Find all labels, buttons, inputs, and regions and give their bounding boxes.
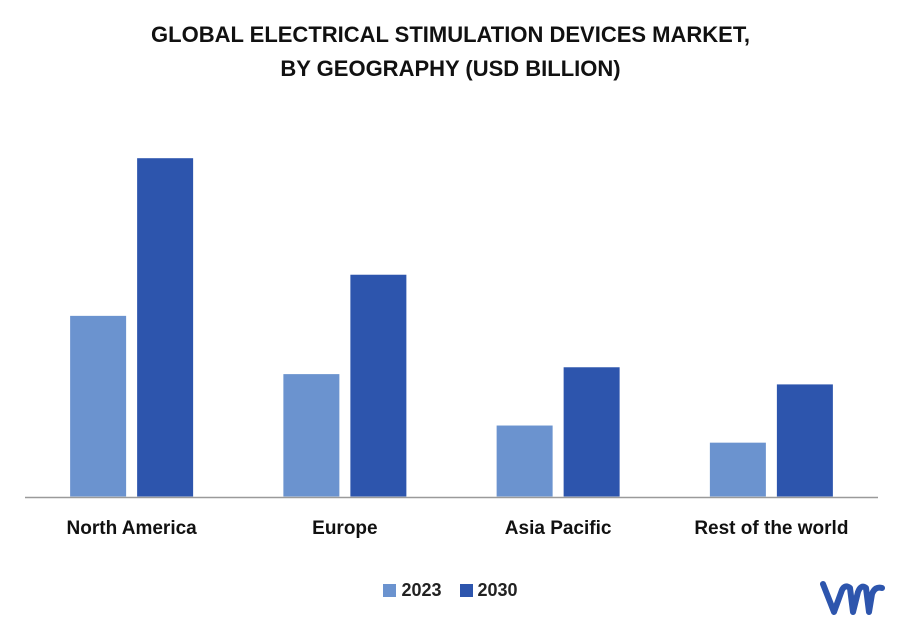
bar-asia-pacific-2030[interactable] xyxy=(562,366,621,498)
bar-rest-of-the-world-2023[interactable] xyxy=(708,441,767,498)
bar-europe-2023[interactable] xyxy=(282,373,341,498)
legend-item-2023[interactable]: 2023 xyxy=(383,580,442,601)
legend-swatch-2030 xyxy=(459,584,473,597)
bar-asia-pacific-2023[interactable] xyxy=(495,424,554,498)
x-tick-label: Rest of the world xyxy=(694,518,848,539)
bar-chart-plot: North America Europe Asia Pacific Rest of t… xyxy=(25,157,878,539)
x-tick-label: Europe xyxy=(312,518,377,539)
bar-rest-of-the-world-2030[interactable] xyxy=(775,383,834,498)
x-tick-label: North America xyxy=(67,518,198,539)
legend-swatch-2023 xyxy=(383,584,397,597)
legend-label-2023: 2023 xyxy=(401,580,442,600)
bar-north-america-2030[interactable] xyxy=(136,157,195,498)
chart-title-line-2: BY GEOGRAPHY (USD BILLION) xyxy=(280,56,621,81)
chart-title: GLOBAL ELECTRICAL STIMULATION DEVICES MA… xyxy=(0,18,901,86)
bar-europe-2030[interactable] xyxy=(349,273,408,498)
legend-label-2030: 2030 xyxy=(477,580,518,600)
legend: 2023 2030 xyxy=(0,580,901,601)
bar-north-america-2023[interactable] xyxy=(69,314,128,498)
vmr-logo xyxy=(820,581,885,615)
chart-title-line-1: GLOBAL ELECTRICAL STIMULATION DEVICES MA… xyxy=(151,22,750,47)
x-tick-label: Asia Pacific xyxy=(505,518,612,539)
legend-item-2030[interactable]: 2030 xyxy=(459,580,518,601)
